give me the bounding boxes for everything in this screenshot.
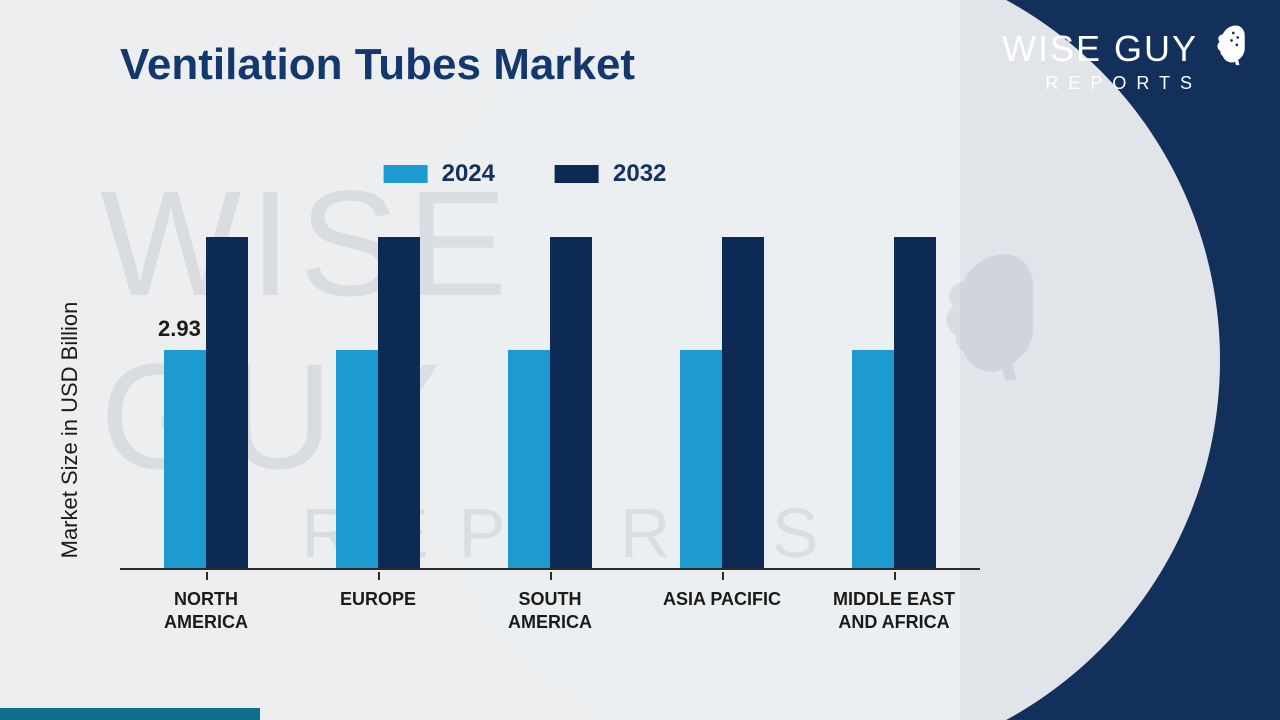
legend-label-2024: 2024	[442, 160, 495, 188]
x-axis: NORTH AMERICA EUROPE SOUTH AMERICA ASIA PAC…	[120, 580, 980, 700]
bar-group	[667, 237, 777, 568]
bar-value-label: 2.93	[158, 316, 201, 342]
chart-title: Ventilation Tubes Market	[120, 40, 635, 90]
bar-2024	[852, 350, 894, 568]
x-tick-label: EUROPE	[313, 580, 443, 700]
x-tick-label: SOUTH AMERICA	[485, 580, 615, 700]
legend-item-2024: 2024	[384, 160, 495, 188]
bar-group	[495, 237, 605, 568]
stage: WISE GUY REPORTS WISE GUY REPOR	[0, 0, 1280, 720]
bar-2024: 2.93	[164, 350, 206, 568]
bar-2024	[336, 350, 378, 568]
bar-2024	[508, 350, 550, 568]
bar-group	[323, 237, 433, 568]
legend-swatch-2024	[384, 165, 428, 183]
brain-icon	[1206, 22, 1250, 75]
legend-label-2032: 2032	[613, 160, 666, 188]
brand-logo: WISE GUY REPORTS	[1002, 22, 1250, 94]
legend-swatch-2032	[555, 165, 599, 183]
bottom-accent-bar	[0, 708, 260, 720]
bar-2032	[378, 237, 420, 568]
bar-group	[839, 237, 949, 568]
bar-2032	[894, 237, 936, 568]
bar-2032	[206, 237, 248, 568]
x-tick-label: NORTH AMERICA	[141, 580, 271, 700]
brand-line2: REPORTS	[1002, 73, 1250, 94]
plot-inner: 2.93	[120, 198, 980, 568]
brand-line1: WISE GUY	[1002, 28, 1198, 70]
legend-item-2032: 2032	[555, 160, 666, 188]
legend: 2024 2032	[384, 160, 667, 188]
bar-group: 2.93	[151, 237, 261, 568]
bar-2032	[550, 237, 592, 568]
plot-area: 2.93	[120, 198, 980, 570]
bar-2032	[722, 237, 764, 568]
x-tick-label: ASIA PACIFIC	[657, 580, 787, 700]
x-tick-label: MIDDLE EAST AND AFRICA	[829, 580, 959, 700]
y-axis-label: Market Size in USD Billion	[57, 302, 83, 559]
chart: Market Size in USD Billion 2024 2032 2.9…	[70, 160, 980, 700]
bar-2024	[680, 350, 722, 568]
